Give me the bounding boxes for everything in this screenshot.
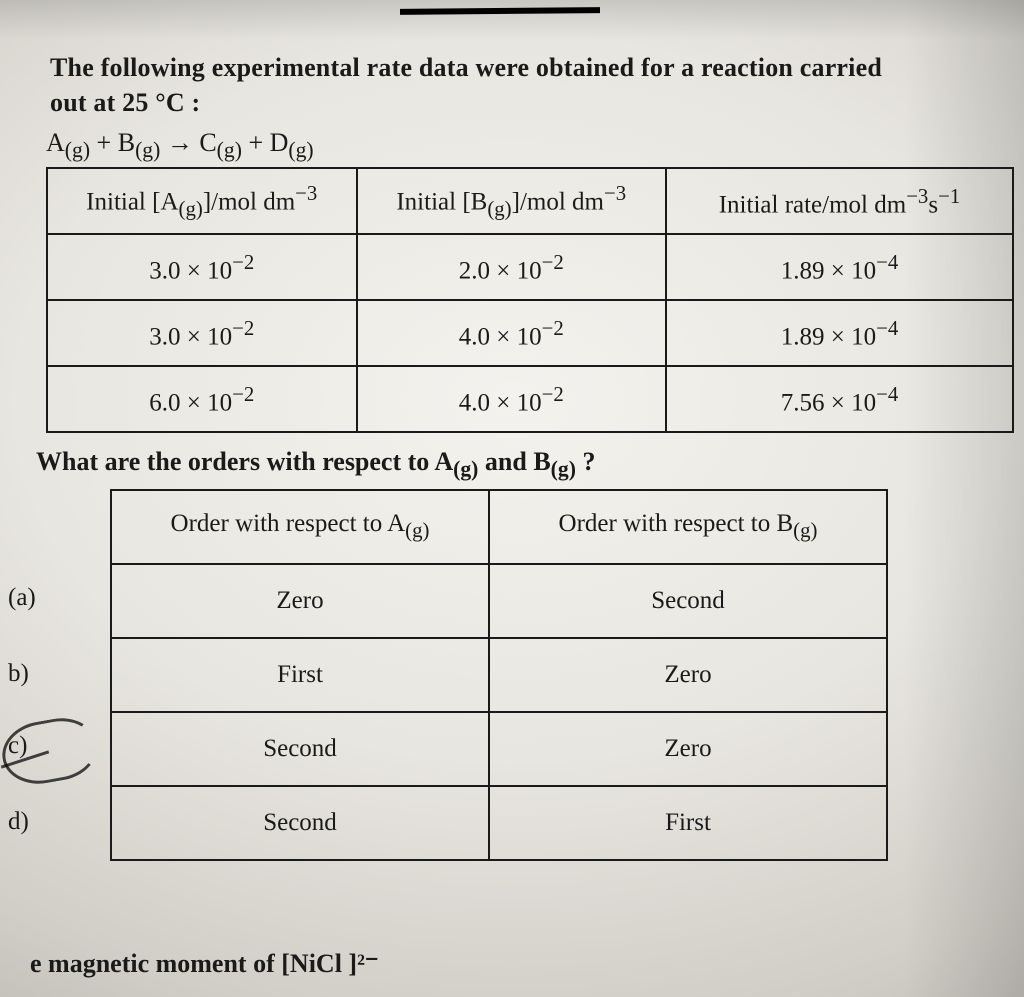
col-header-A: Initial [A(g)]/mol dm−3 <box>47 168 357 234</box>
table-row: 3.0 × 10−2 4.0 × 10−2 1.89 × 10−4 <box>47 300 1013 366</box>
rate-data-table: Initial [A(g)]/mol dm−3 Initial [B(g)]/m… <box>46 167 1014 433</box>
cell: 1.89 × 10−4 <box>666 234 1013 300</box>
intro-line1: The following experimental rate data wer… <box>50 53 882 82</box>
footer-fragment: e magnetic moment of [NiCl ]²⁻ <box>30 949 379 979</box>
intro-text: The following experimental rate data wer… <box>50 50 1014 120</box>
cell: Second <box>489 564 887 638</box>
table-row: Second Zero <box>111 712 887 786</box>
option-label-b: b) <box>8 660 29 688</box>
col-header-order-B: Order with respect to B(g) <box>489 490 887 564</box>
cell: 7.56 × 10−4 <box>666 366 1013 432</box>
cell: Zero <box>489 638 887 712</box>
cell: Second <box>111 786 489 860</box>
cell: 4.0 × 10−2 <box>357 300 666 366</box>
reaction-equation: A(g) + B(g) → C(g) + D(g) <box>46 128 1014 163</box>
orders-answer-table: Order with respect to A(g) Order with re… <box>110 489 888 861</box>
table-row: First Zero <box>111 638 887 712</box>
table-header-row: Order with respect to A(g) Order with re… <box>111 490 887 564</box>
table-row: Zero Second <box>111 564 887 638</box>
cell: Zero <box>489 712 887 786</box>
option-label-d: d) <box>8 808 29 836</box>
orders-question: What are the orders with respect to A(g)… <box>36 447 1014 482</box>
page-content: The following experimental rate data wer… <box>0 0 1024 901</box>
cell: Zero <box>111 564 489 638</box>
cell: First <box>111 638 489 712</box>
table-row: 3.0 × 10−2 2.0 × 10−2 1.89 × 10−4 <box>47 234 1013 300</box>
cell: 2.0 × 10−2 <box>357 234 666 300</box>
table-header-row: Initial [A(g)]/mol dm−3 Initial [B(g)]/m… <box>47 168 1013 234</box>
option-label-c: c) <box>8 732 27 760</box>
cell: 3.0 × 10−2 <box>47 300 357 366</box>
col-header-rate: Initial rate/mol dm−3s−1 <box>666 168 1013 234</box>
cell: Second <box>111 712 489 786</box>
option-label-a: (a) <box>8 584 36 612</box>
cell: 3.0 × 10−2 <box>47 234 357 300</box>
intro-line2: out at 25 °C : <box>50 85 1014 120</box>
cell: First <box>489 786 887 860</box>
cell: 6.0 × 10−2 <box>47 366 357 432</box>
table-row: 6.0 × 10−2 4.0 × 10−2 7.56 × 10−4 <box>47 366 1013 432</box>
cell: 1.89 × 10−4 <box>666 300 1013 366</box>
table-row: Second First <box>111 786 887 860</box>
col-header-B: Initial [B(g)]/mol dm−3 <box>357 168 666 234</box>
cell: 4.0 × 10−2 <box>357 366 666 432</box>
col-header-order-A: Order with respect to A(g) <box>111 490 489 564</box>
